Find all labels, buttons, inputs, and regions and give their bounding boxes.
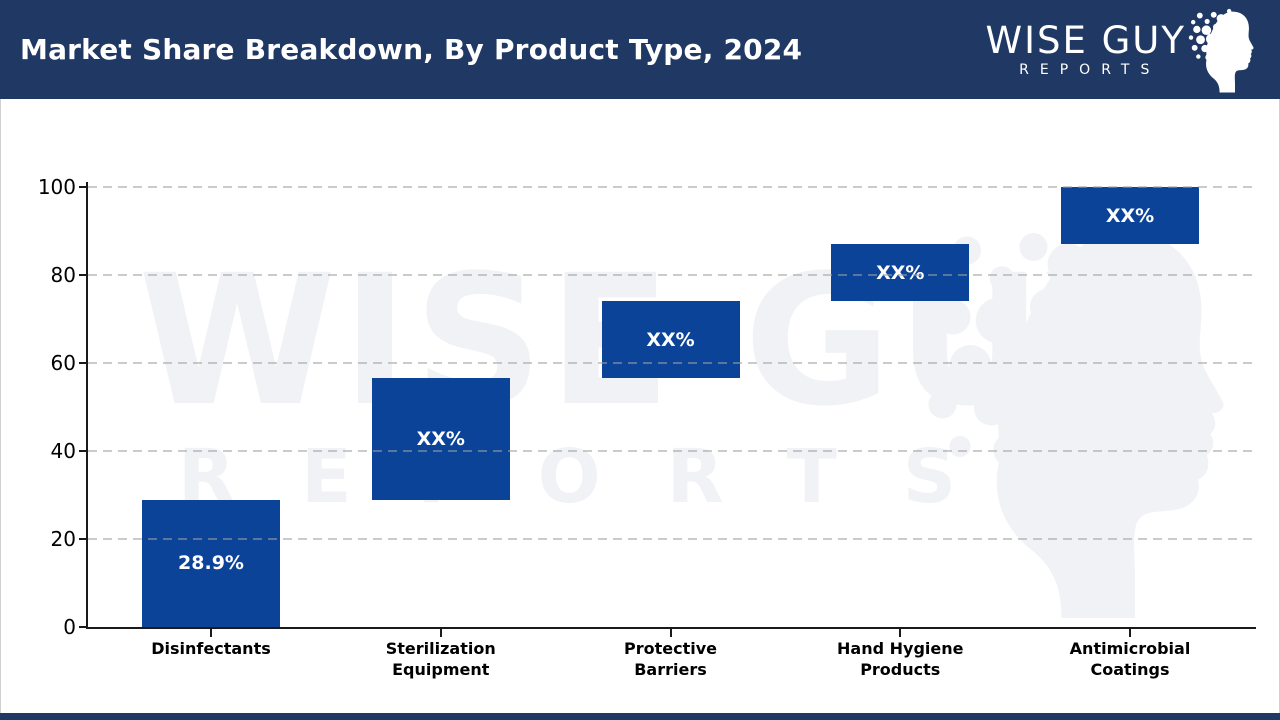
y-tick-0 bbox=[79, 626, 88, 628]
bar-disinfectants: 28.9% bbox=[142, 499, 280, 627]
bar-value-label: XX% bbox=[876, 261, 925, 284]
bar-value-label: 28.9% bbox=[178, 552, 244, 575]
bar-value-label: XX% bbox=[416, 428, 465, 451]
y-axis bbox=[86, 182, 88, 629]
bar-value-label: XX% bbox=[1105, 204, 1155, 227]
y-tick-label-40: 40 bbox=[50, 439, 76, 463]
x-label-disinfectants: Disinfectants bbox=[151, 639, 271, 658]
bar-hand-hygiene-products: XX% bbox=[831, 244, 970, 302]
logo-text-secondary: REPORTS bbox=[1019, 62, 1161, 78]
header-bar: Market Share Breakdown, By Product Type,… bbox=[0, 0, 1280, 99]
logo-text-primary: WISE GUY bbox=[985, 19, 1186, 62]
watermark-text-secondary: REPORTS bbox=[178, 434, 1023, 520]
y-tick-40 bbox=[79, 450, 88, 452]
bar-value-label: XX% bbox=[646, 328, 695, 351]
logo-head-icon bbox=[1188, 8, 1254, 93]
bar-antimicrobial-coatings: XX% bbox=[1061, 187, 1199, 245]
bar-protective-barriers: XX% bbox=[601, 301, 740, 379]
gridline-60 bbox=[88, 362, 1256, 364]
x-label-hand-hygiene-products: Hand Hygiene Products bbox=[837, 639, 964, 679]
x-tick-disinfectants bbox=[210, 629, 212, 637]
x-axis bbox=[86, 627, 1256, 629]
x-tick-antimicrobial-coatings bbox=[1129, 629, 1131, 637]
y-tick-label-20: 20 bbox=[50, 527, 76, 551]
y-tick-label-0: 0 bbox=[63, 615, 76, 639]
x-label-sterilization-equipment: Sterilization Equipment bbox=[385, 639, 496, 679]
x-label-antimicrobial-coatings: Antimicrobial Coatings bbox=[1069, 639, 1191, 679]
gridline-100 bbox=[88, 186, 1256, 188]
bar-sterilization-equipment: XX% bbox=[371, 378, 510, 500]
gridline-20 bbox=[88, 538, 1256, 540]
x-label-protective-barriers: Protective Barriers bbox=[623, 639, 717, 679]
y-tick-label-100: 100 bbox=[37, 175, 76, 199]
y-tick-20 bbox=[79, 538, 88, 540]
wiseguy-logo: WISE GUY REPORTS bbox=[986, 0, 1266, 99]
y-tick-60 bbox=[79, 362, 88, 364]
gridline-80 bbox=[88, 274, 1256, 276]
x-tick-protective-barriers bbox=[669, 629, 672, 637]
x-tick-sterilization-equipment bbox=[439, 629, 442, 637]
page-title: Market Share Breakdown, By Product Type,… bbox=[20, 33, 803, 66]
y-tick-label-60: 60 bbox=[50, 351, 76, 375]
x-tick-hand-hygiene-products bbox=[899, 629, 902, 637]
y-tick-100 bbox=[79, 186, 88, 188]
y-tick-80 bbox=[79, 274, 88, 276]
y-tick-label-80: 80 bbox=[50, 263, 76, 287]
gridline-40 bbox=[88, 450, 1256, 452]
logo-text: WISE GUY REPORTS bbox=[986, 22, 1186, 77]
footer-strip bbox=[0, 713, 1280, 720]
